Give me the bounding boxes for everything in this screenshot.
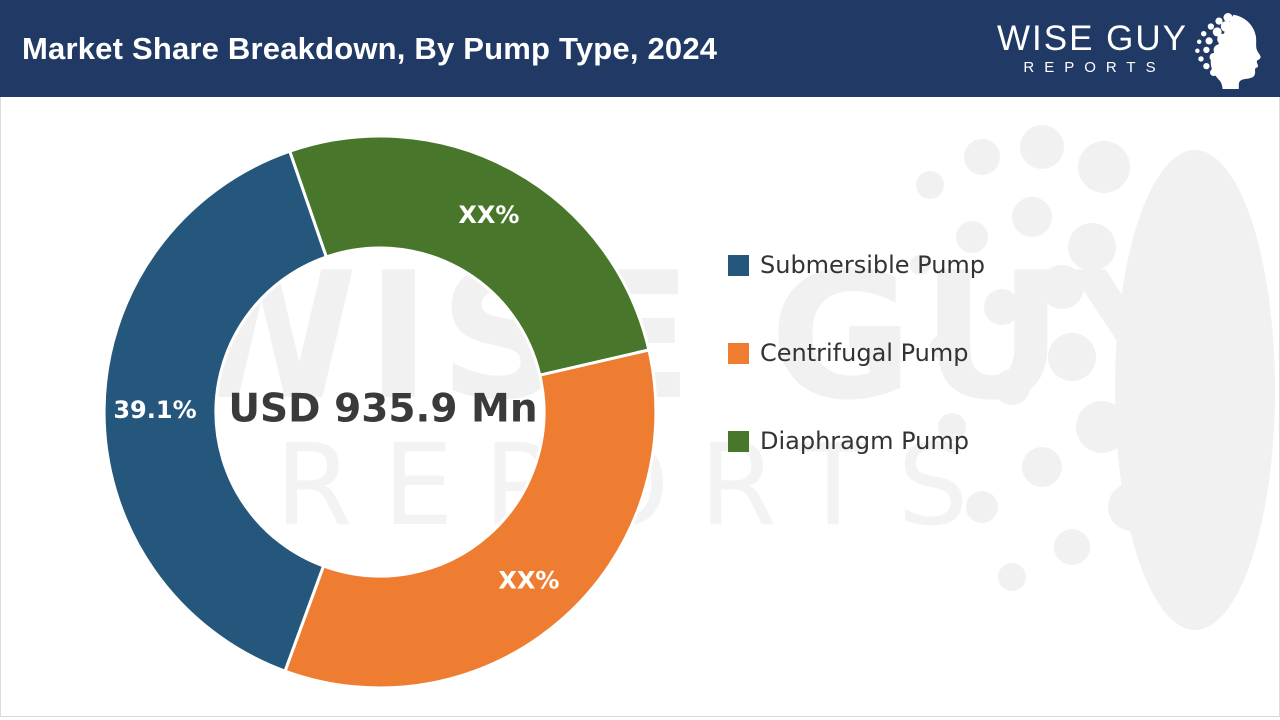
legend-label: Diaphragm Pump [760,427,969,455]
wiseguy-logo: WISE GUY REPORTS [997,0,1264,97]
donut-chart: XX% XX% 39.1% [102,134,658,690]
page-title: Market Share Breakdown, By Pump Type, 20… [22,30,718,66]
legend-label: Submersible Pump [760,251,986,279]
wiseguy-face-icon [1195,12,1261,89]
legend-swatch [728,430,749,452]
header-bar: Market Share Breakdown, By Pump Type, 20… [0,0,1280,97]
slice-diaphragm-pump [288,134,651,377]
legend-label: Centrifugal Pump [760,339,969,367]
logo-wordmark: WISE GUY [996,19,1188,59]
legend-swatch [728,254,749,276]
slice-submersible-pump [102,149,328,673]
slice-centrifugal-pump [283,348,658,690]
legend-swatch [728,342,749,364]
legend-item-centrifugal-pump: Centrifugal Pump [728,339,985,367]
legend-item-submersible-pump: Submersible Pump [728,251,986,279]
chart-center-value: USD 935.9 Mn [228,386,538,432]
chart-legend: Submersible Pump Centrifugal Pump Diaphr… [728,251,986,518]
slice-label: XX% [458,201,519,229]
slice-label: 39.1% [113,396,196,424]
legend-item-diaphragm-pump: Diaphragm Pump [728,427,985,455]
logo-subtitle: REPORTS [1023,58,1166,76]
slice-label: XX% [498,567,559,595]
